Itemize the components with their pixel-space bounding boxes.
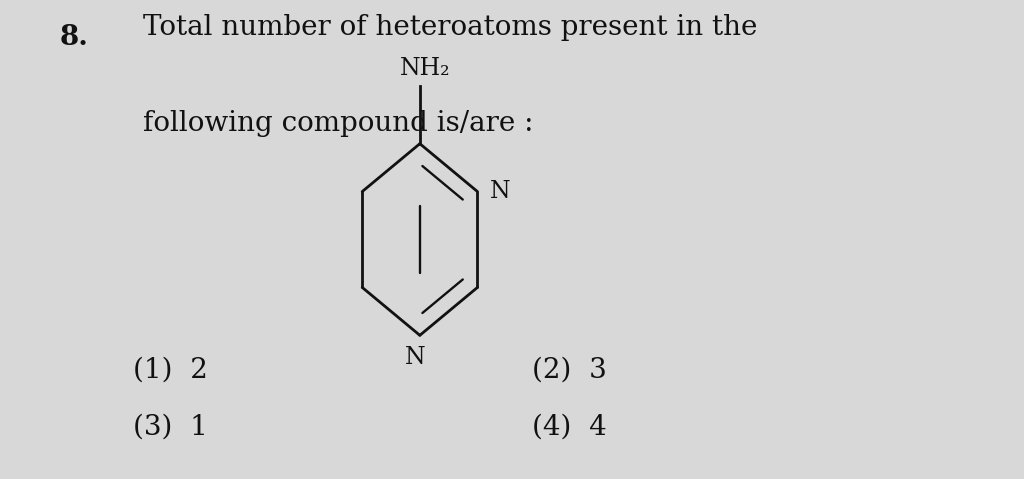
Text: NH₂: NH₂ — [399, 57, 451, 80]
Text: N: N — [489, 180, 510, 203]
Text: (2)  3: (2) 3 — [532, 356, 607, 383]
Text: (4)  4: (4) 4 — [532, 414, 607, 441]
Text: (1)  2: (1) 2 — [133, 356, 208, 383]
Text: N: N — [404, 346, 425, 369]
Text: following compound is/are :: following compound is/are : — [143, 110, 534, 137]
Text: Total number of heteroatoms present in the: Total number of heteroatoms present in t… — [143, 14, 758, 41]
Text: 8.: 8. — [59, 24, 88, 51]
Text: (3)  1: (3) 1 — [133, 414, 208, 441]
